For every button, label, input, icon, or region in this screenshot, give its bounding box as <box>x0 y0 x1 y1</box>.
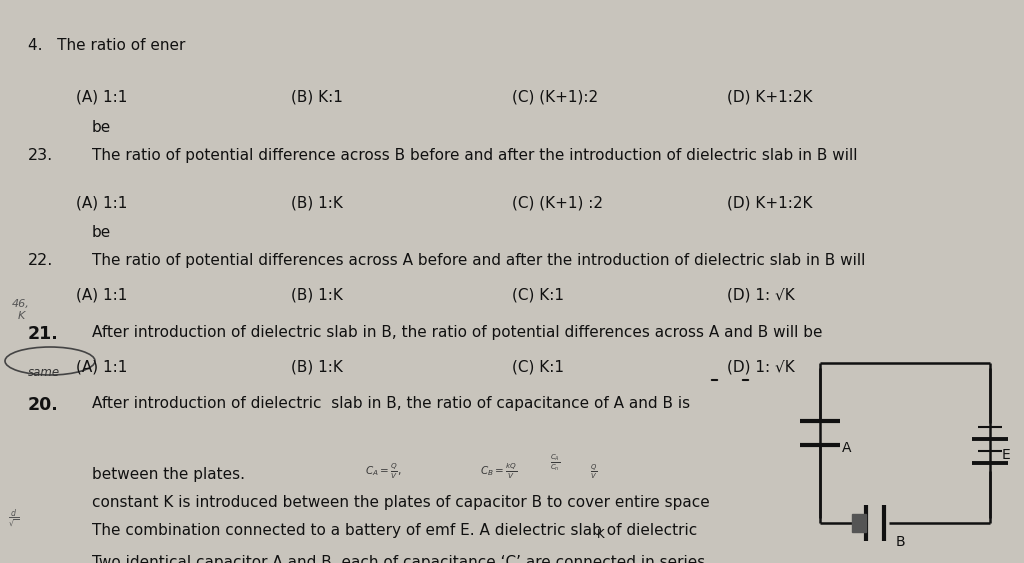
Text: $\mathit{C}_{\mathit{A}}=\frac{\mathit{Q}}{\mathit{V}}$,: $\mathit{C}_{\mathit{A}}=\frac{\mathit{Q… <box>365 462 401 481</box>
Text: (C) K:1: (C) K:1 <box>512 359 564 374</box>
Text: The ratio of potential differences across A before and after the introduction of: The ratio of potential differences acros… <box>92 253 865 268</box>
Text: 22.: 22. <box>28 253 53 268</box>
Text: 46,: 46, <box>12 299 30 309</box>
Text: $\frac{d}{\sqrt{\ }}$: $\frac{d}{\sqrt{\ }}$ <box>8 508 19 530</box>
Text: same: same <box>28 366 60 379</box>
Text: 20.: 20. <box>28 396 58 414</box>
Text: (D) K+1:2K: (D) K+1:2K <box>727 90 812 105</box>
Text: E: E <box>1002 448 1011 462</box>
Text: (C) K:1: (C) K:1 <box>512 288 564 303</box>
Text: between the plates.: between the plates. <box>92 467 245 482</box>
Text: (B) 1:K: (B) 1:K <box>291 359 343 374</box>
Text: (A) 1:1: (A) 1:1 <box>76 195 127 210</box>
Text: After introduction of dielectric slab in B, the ratio of potential differences a: After introduction of dielectric slab in… <box>92 325 822 340</box>
Text: (A) 1:1: (A) 1:1 <box>76 359 127 374</box>
Text: $\mathit{C}_{B}=\frac{\mathit{kQ}}{\mathit{V}}$: $\mathit{C}_{B}=\frac{\mathit{kQ}}{\math… <box>480 462 517 481</box>
Text: 23.: 23. <box>28 148 53 163</box>
Text: (A) 1:1: (A) 1:1 <box>76 288 127 303</box>
Text: Two identical capacitor A and B, each of capacitance ‘C’ are connected in series: Two identical capacitor A and B, each of… <box>92 555 710 563</box>
Text: (C) (K+1):2: (C) (K+1):2 <box>512 90 598 105</box>
Text: $\frac{\mathit{C}_A}{\mathit{C}_n}$: $\frac{\mathit{C}_A}{\mathit{C}_n}$ <box>550 452 560 473</box>
Text: be: be <box>92 225 112 240</box>
Text: (C) (K+1) :2: (C) (K+1) :2 <box>512 195 603 210</box>
Text: (D) K+1:2K: (D) K+1:2K <box>727 195 812 210</box>
Text: After introduction of dielectric  slab in B, the ratio of capacitance of A and B: After introduction of dielectric slab in… <box>92 396 690 411</box>
Text: (B) K:1: (B) K:1 <box>291 90 343 105</box>
Text: (D) 1: √K: (D) 1: √K <box>727 359 795 374</box>
Text: be: be <box>92 120 112 135</box>
Text: K: K <box>18 311 26 321</box>
Text: $\frac{\mathit{Q}}{\mathit{V}}$: $\frac{\mathit{Q}}{\mathit{V}}$ <box>590 462 597 481</box>
Text: The ratio of potential difference across B before and after the introduction of : The ratio of potential difference across… <box>92 148 857 163</box>
Text: constant K is introduced between the plates of capacitor B to cover entire space: constant K is introduced between the pla… <box>92 495 710 510</box>
Text: The combination connected to a battery of emf E. A dielectric slab of dielectric: The combination connected to a battery o… <box>92 523 697 538</box>
Text: 21.: 21. <box>28 325 58 343</box>
Text: (D) 1: √K: (D) 1: √K <box>727 288 795 303</box>
Bar <box>852 514 866 532</box>
Text: K: K <box>597 528 604 541</box>
Text: (B) 1:K: (B) 1:K <box>291 288 343 303</box>
Text: 4.   The ratio of ener: 4. The ratio of ener <box>28 38 185 53</box>
Text: B: B <box>896 535 905 549</box>
Text: A: A <box>842 441 852 455</box>
Text: (B) 1:K: (B) 1:K <box>291 195 343 210</box>
Text: (A) 1:1: (A) 1:1 <box>76 90 127 105</box>
